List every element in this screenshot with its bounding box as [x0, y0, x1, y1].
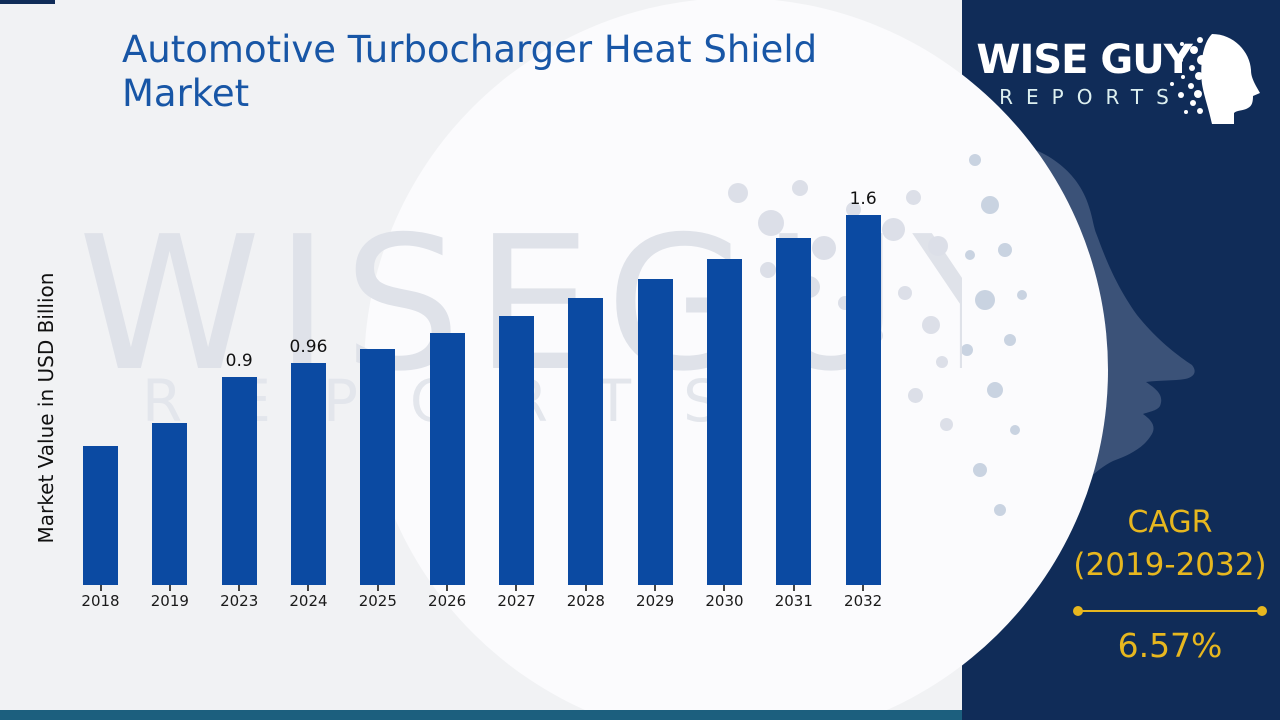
x-tick-label-2027: 2027 — [497, 592, 536, 610]
x-tick-label-2025: 2025 — [358, 592, 397, 610]
bar-2032 — [845, 215, 881, 585]
watermark-dot — [940, 418, 953, 431]
x-axis-tick — [584, 585, 587, 591]
bottom-teal-bar — [0, 710, 962, 720]
x-tick-label-2028: 2028 — [566, 592, 605, 610]
brand-panel — [962, 0, 1280, 720]
watermark-dot — [922, 316, 940, 334]
bar-2024 — [290, 363, 326, 585]
bar-2026 — [429, 333, 465, 585]
bar-2028 — [568, 298, 604, 585]
bar-2023 — [221, 377, 257, 585]
bar-2019 — [152, 423, 188, 585]
bar-value-label-2023: 0.9 — [225, 351, 253, 371]
x-tick-label-2030: 2030 — [705, 592, 744, 610]
bar-2031 — [776, 238, 812, 585]
cagr-divider — [1073, 606, 1267, 617]
x-axis-tick — [99, 585, 102, 591]
x-tick-label-2029: 2029 — [636, 592, 675, 610]
bar-value-label-2032: 1.6 — [849, 189, 877, 209]
logo-reports-text: REPORTS — [999, 85, 1182, 109]
cagr-block: CAGR (2019-2032) 6.57% — [1040, 505, 1280, 665]
x-axis-tick — [307, 585, 310, 591]
x-axis-tick — [515, 585, 518, 591]
bar-2018 — [83, 446, 118, 585]
cagr-range: (2019-2032) — [1073, 547, 1267, 583]
cagr-value: 6.57% — [1117, 626, 1223, 666]
x-tick-label-2023: 2023 — [220, 592, 259, 610]
x-tick-label-2032: 2032 — [844, 592, 883, 610]
logo: WISE GUY REPORTS — [962, 40, 1206, 109]
watermark-dot — [936, 356, 948, 368]
watermark-dot — [758, 210, 784, 236]
x-axis-tick — [238, 585, 241, 591]
brand-panel-graphic — [962, 0, 1280, 720]
watermark-dot — [908, 388, 923, 403]
watermark-dot — [792, 180, 808, 196]
cagr-label: CAGR — [1127, 505, 1213, 540]
watermark-dot — [928, 236, 948, 256]
watermark-dot — [906, 190, 921, 205]
x-axis-tick — [723, 585, 726, 591]
x-axis-tick — [446, 585, 449, 591]
x-axis-tick — [654, 585, 657, 591]
logo-face-icon — [1170, 34, 1260, 124]
watermark-dot — [846, 202, 861, 217]
bar-2029 — [637, 279, 673, 585]
watermark-dot — [898, 286, 912, 300]
x-tick-label-2031: 2031 — [774, 592, 813, 610]
bar-2025 — [360, 349, 396, 585]
x-axis-tick — [168, 585, 171, 591]
watermark-dot — [728, 183, 748, 203]
bar-2027 — [498, 316, 534, 585]
bar-2030 — [706, 259, 742, 585]
divider-right-dot — [1257, 606, 1267, 617]
watermark-dot — [760, 262, 776, 278]
x-tick-label-2024: 2024 — [289, 592, 328, 610]
logo-wiseguy-text: WISE GUY — [976, 37, 1192, 83]
page-title: Automotive Turbocharger Heat Shield Mark… — [122, 28, 818, 115]
x-tick-label-2026: 2026 — [428, 592, 467, 610]
watermark-dot — [882, 218, 905, 241]
divider-left-dot — [1073, 606, 1083, 617]
bar-value-label-2024: 0.96 — [289, 337, 328, 357]
x-axis-tick — [792, 585, 795, 591]
x-tick-label-2019: 2019 — [150, 592, 189, 610]
x-tick-label-2018: 2018 — [81, 592, 120, 610]
watermark-dot — [812, 236, 836, 260]
top-left-accent — [0, 0, 55, 4]
x-axis-tick — [376, 585, 379, 591]
x-axis-tick — [862, 585, 865, 591]
